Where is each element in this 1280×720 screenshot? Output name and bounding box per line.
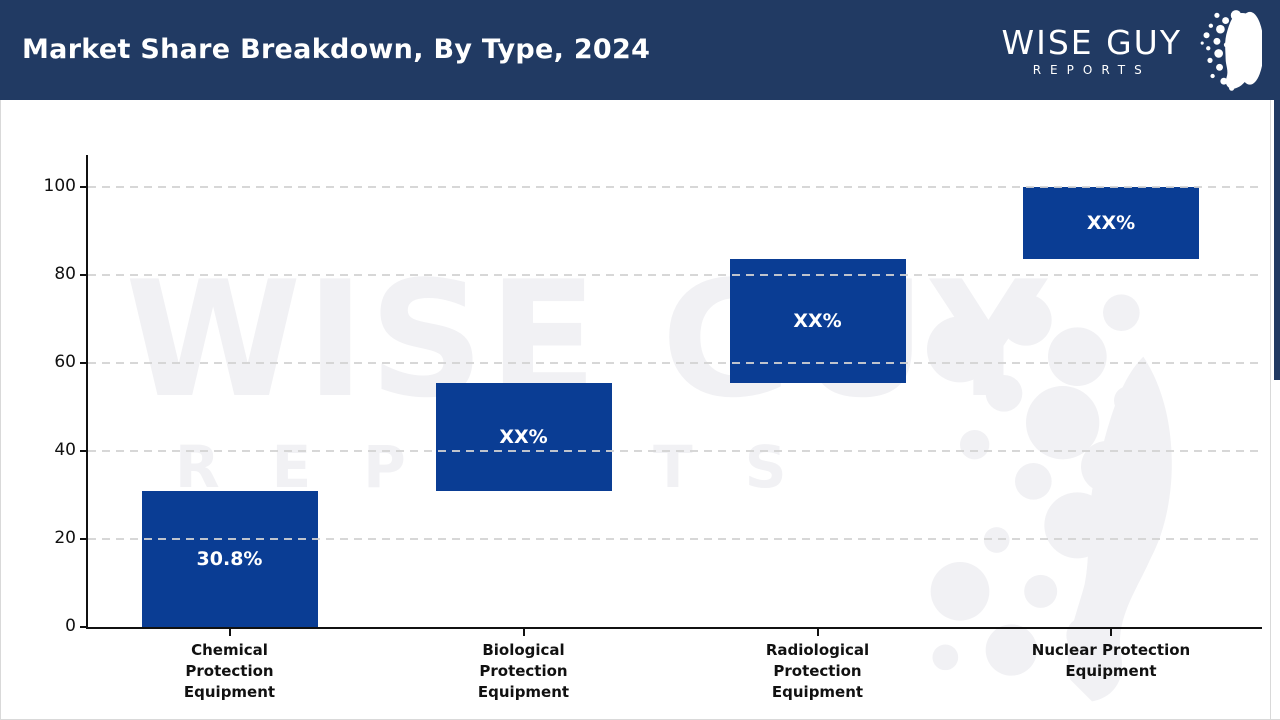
bar-value-label: XX%	[793, 309, 842, 332]
y-tick-mark	[80, 362, 87, 364]
y-tick-mark	[80, 186, 87, 188]
x-tick-mark	[522, 629, 525, 636]
bar-radiological-protection-equipment: XX%	[729, 259, 906, 383]
x-category-label-radiological-protection-equipment: Radiological Protection Equipment	[765, 641, 870, 701]
x-category-label-chemical-protection-equipment: Chemical Protection Equipment	[183, 641, 276, 701]
y-tick-label: 20	[54, 528, 76, 548]
gridline	[88, 362, 1262, 364]
y-tick-mark	[80, 274, 87, 276]
bar-chemical-protection-equipment: 30.8%	[141, 491, 318, 627]
brand-logo-text: WISE GUY REPORTS	[1001, 23, 1182, 77]
x-axis-line	[86, 627, 1262, 629]
plot-area: 0 20 40 60 80 100 30.8% Chemical Protection Equip…	[0, 100, 1280, 720]
brand-name: WISE GUY	[1001, 23, 1182, 62]
y-tick-mark	[80, 450, 87, 452]
y-tick-mark	[80, 626, 87, 628]
y-tick-mark	[80, 538, 87, 540]
chart-canvas: WISE GUY REPORTS 02040608010030.8%Chemic…	[0, 100, 1280, 720]
y-tick-label: 40	[54, 440, 76, 460]
y-tick-label: 0	[65, 616, 76, 636]
bar-value-label: 30.8%	[196, 548, 263, 571]
brand-subname: REPORTS	[1032, 63, 1151, 77]
gridline	[88, 538, 1262, 540]
bar-value-label: XX%	[499, 426, 548, 449]
frame-border-left	[0, 100, 1, 720]
y-tick-label: 80	[54, 264, 76, 284]
brand-logo: WISE GUY REPORTS	[1001, 6, 1262, 94]
x-category-label-nuclear-protection-equipment: Nuclear Protection Equipment	[1031, 641, 1191, 680]
watermark-face-icon	[927, 294, 1172, 702]
bar-biological-protection-equipment: XX%	[435, 382, 612, 492]
gridline	[88, 186, 1262, 188]
header: Market Share Breakdown, By Type, 2024 WI…	[0, 0, 1280, 100]
y-axis-line	[86, 155, 88, 629]
x-tick-mark	[228, 629, 231, 636]
gridline	[88, 274, 1262, 276]
gridline	[88, 450, 1262, 452]
x-tick-mark	[1110, 629, 1112, 636]
y-tick-label: 60	[54, 352, 76, 372]
x-category-label-biological-protection-equipment: Biological Protection Equipment	[477, 641, 570, 701]
right-edge-stripe	[1274, 0, 1280, 380]
chart-title: Market Share Breakdown, By Type, 2024	[22, 34, 651, 65]
frame-border-right	[1270, 100, 1271, 720]
x-tick-mark	[816, 629, 819, 636]
bar-nuclear-protection-equipment: XX%	[1023, 187, 1199, 260]
logo-face-icon	[1200, 10, 1262, 91]
y-tick-label: 100	[43, 176, 76, 196]
bar-value-label: XX%	[1086, 212, 1136, 235]
